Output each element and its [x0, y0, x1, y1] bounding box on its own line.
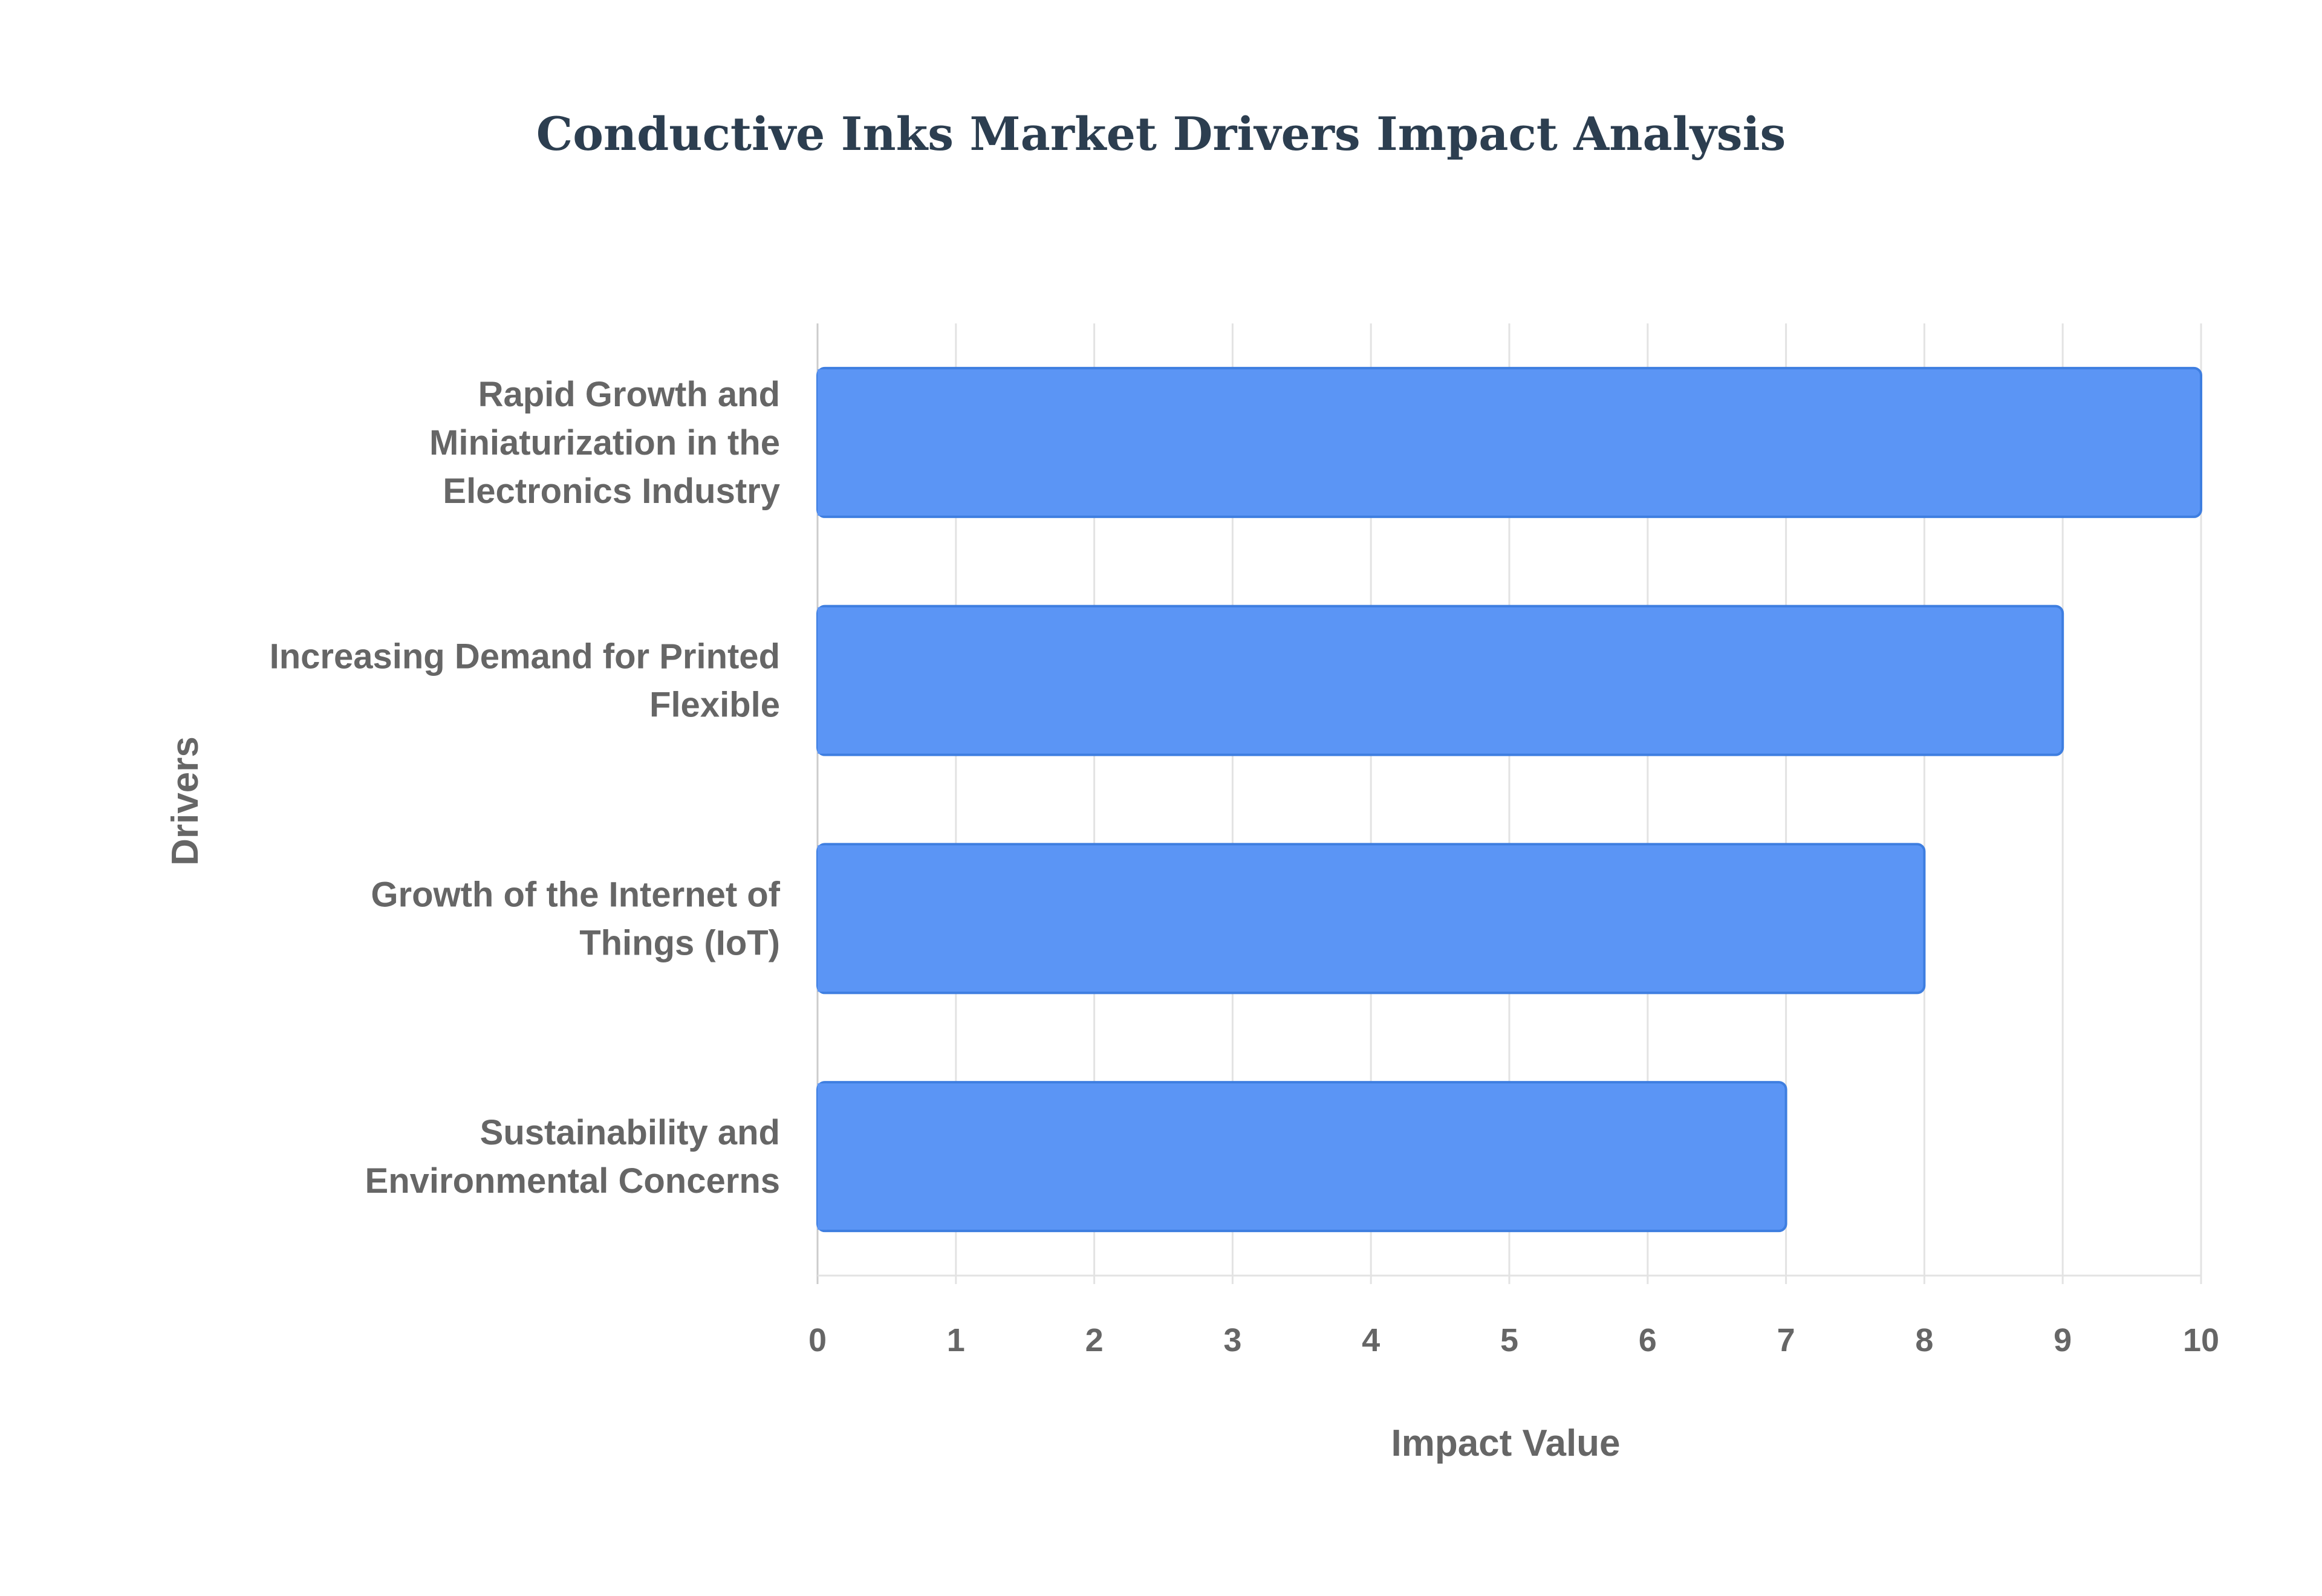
category-label: Increasing Demand for Printed Flexible: [270, 637, 780, 725]
x-tick-label: 8: [1915, 1322, 1933, 1358]
x-tick-label: 4: [1362, 1322, 1380, 1358]
bar-base: [818, 1083, 827, 1230]
x-tick-label: 9: [2054, 1322, 2072, 1358]
x-tick-label: 3: [1223, 1322, 1241, 1358]
x-tick-label: 1: [947, 1322, 965, 1358]
x-tick-label: 10: [2183, 1322, 2219, 1358]
category-label: Growth of the Internet of Things (IoT): [371, 875, 780, 962]
bars: [816, 366, 2202, 1233]
bar: [816, 1081, 1787, 1233]
x-tick-label: 0: [808, 1322, 827, 1358]
x-tick-label: 5: [1500, 1322, 1518, 1358]
x-tick-label: 2: [1085, 1322, 1104, 1358]
bar: [816, 605, 2064, 756]
bar: [816, 366, 2202, 518]
bar: [816, 843, 1926, 994]
category-labels: Rapid Growth and Miniaturization in the El…: [270, 375, 781, 1201]
bar-base: [818, 607, 827, 754]
chart-title: Conductive Inks Market Drivers Impact An…: [536, 107, 1786, 161]
category-label: Rapid Growth and Miniaturization in the El…: [429, 375, 780, 511]
bar-base: [818, 369, 827, 516]
x-tick-label: 7: [1777, 1322, 1795, 1358]
y-axis-title: Drivers: [164, 736, 206, 866]
category-label: Sustainability and Environmental Concerns: [365, 1113, 780, 1201]
x-axis-title: Impact Value: [1391, 1422, 1620, 1464]
bar-base: [818, 845, 827, 992]
x-tick-labels: 0 1 2 3 4 5 6 7 8 9 10: [808, 1322, 2219, 1358]
x-tick-label: 6: [1639, 1322, 1657, 1358]
